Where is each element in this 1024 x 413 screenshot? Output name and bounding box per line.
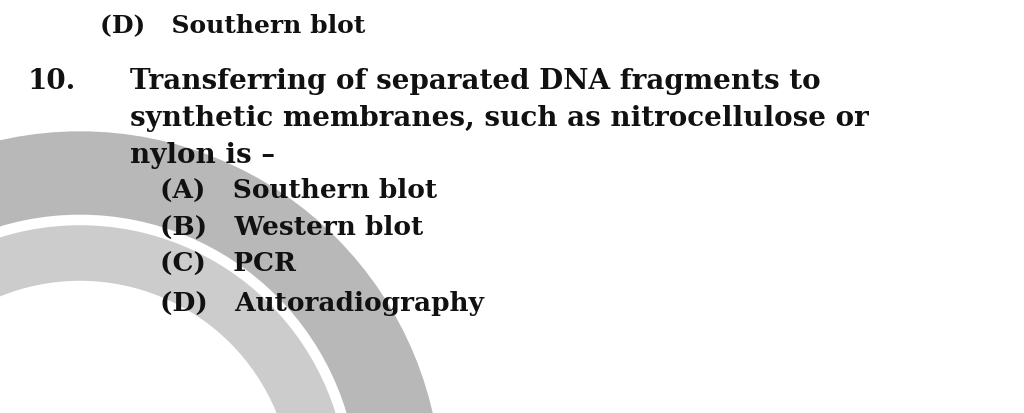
Text: (A)   Southern blot: (A) Southern blot [160, 178, 437, 203]
Text: Transferring of separated DNA fragments to: Transferring of separated DNA fragments … [130, 68, 820, 95]
Text: synthetic membranes, such as nitrocellulose or: synthetic membranes, such as nitrocellul… [130, 105, 868, 132]
Text: (C)   PCR: (C) PCR [160, 252, 296, 277]
Text: (D)   Autoradiography: (D) Autoradiography [160, 291, 484, 316]
Text: (D)   Southern blot: (D) Southern blot [100, 13, 366, 37]
Text: 10.: 10. [28, 68, 76, 95]
Text: nylon is –: nylon is – [130, 142, 275, 169]
Text: (B)   Western blot: (B) Western blot [160, 215, 423, 240]
